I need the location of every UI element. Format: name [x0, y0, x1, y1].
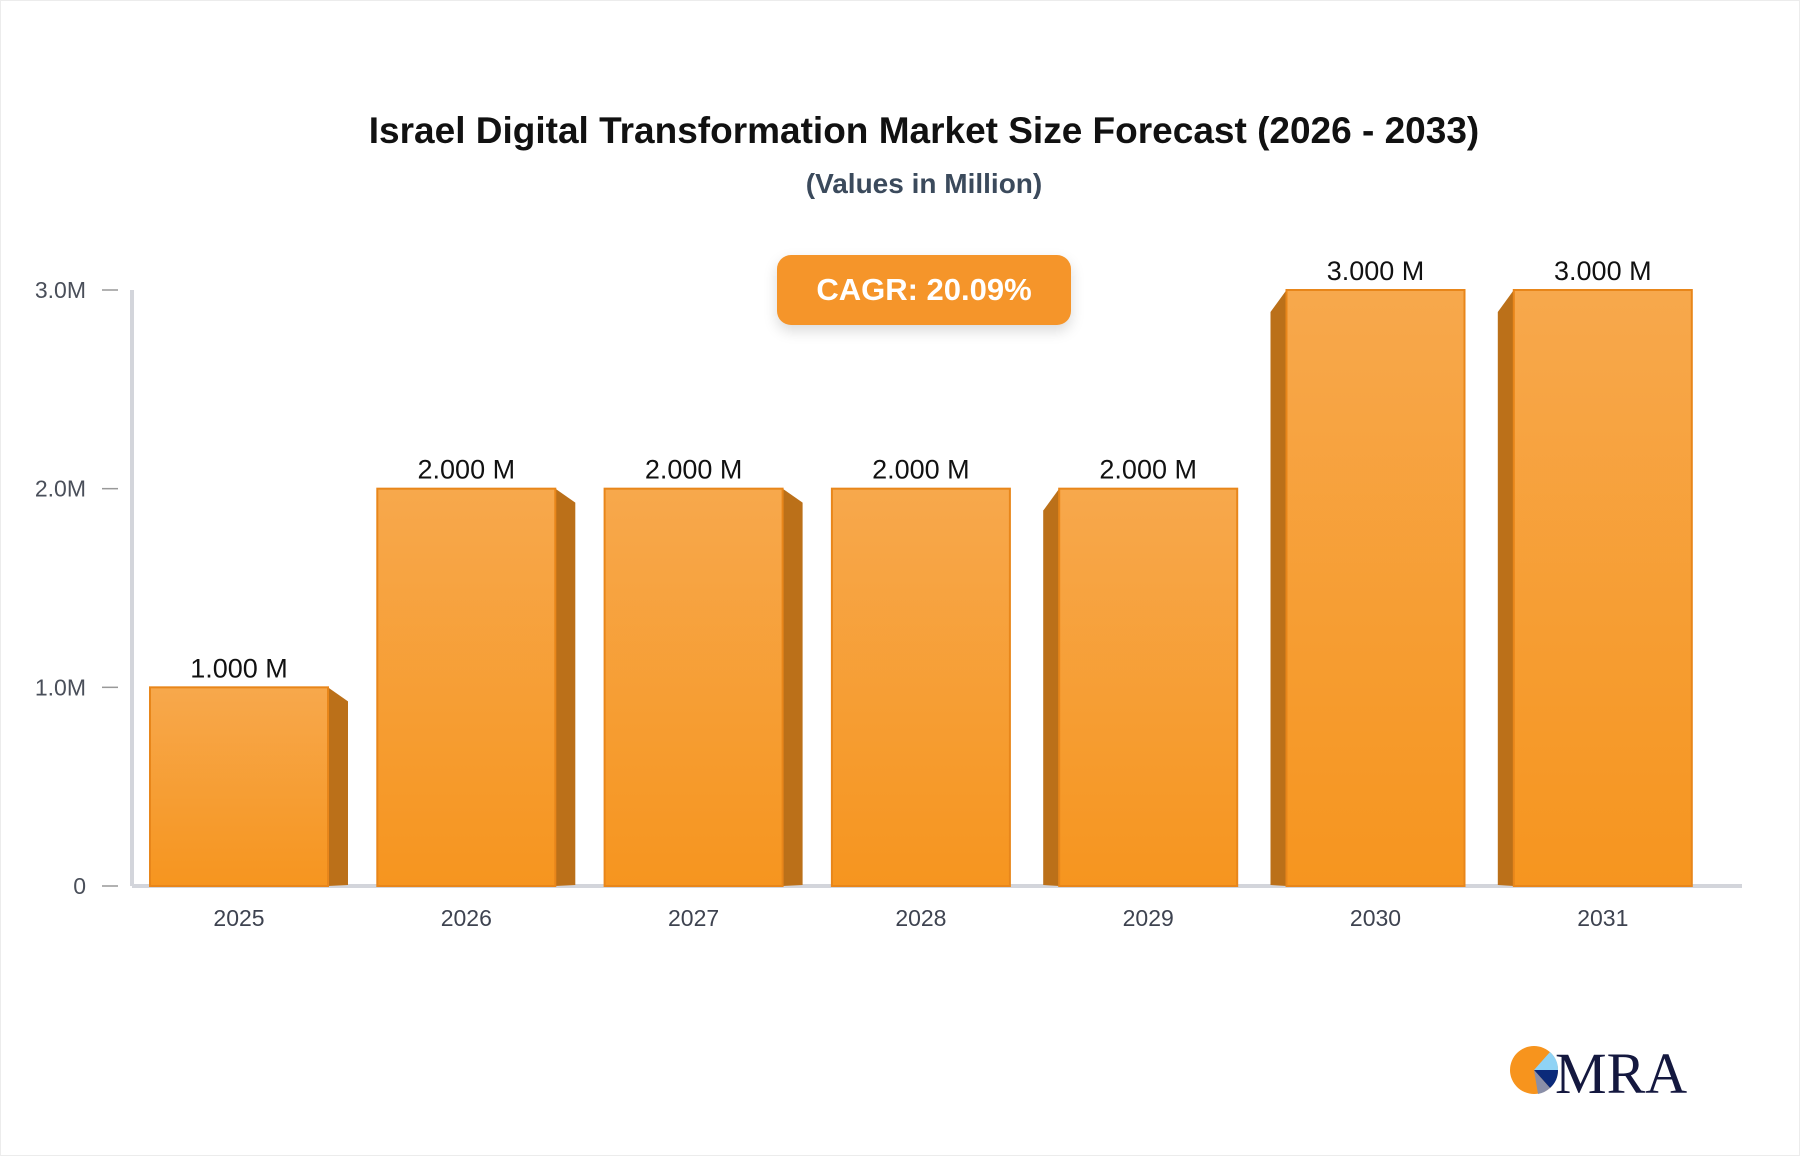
- data-label: 2.000 M: [1099, 455, 1197, 485]
- x-tick-label: 2026: [441, 905, 492, 931]
- x-tick-label: 2030: [1350, 905, 1401, 931]
- bar-side-face: [328, 687, 348, 886]
- bar-side-face: [555, 488, 576, 886]
- bar-side-face: [782, 488, 803, 886]
- bar-2030: [1285, 289, 1466, 887]
- bar-2029: [1058, 487, 1239, 887]
- chart-title: Israel Digital Transformation Market Siz…: [368, 110, 1480, 151]
- chart-subtitle: (Values in Million): [805, 168, 1043, 199]
- logo-text: MRA: [1555, 1041, 1687, 1100]
- data-label: 2.000 M: [872, 455, 970, 485]
- bar-2031: [1512, 289, 1693, 887]
- bar-2028: [830, 487, 1011, 887]
- x-tick-label: 2029: [1123, 905, 1174, 931]
- bar-side-face: [1497, 290, 1514, 886]
- bar-side-face: [1043, 488, 1060, 886]
- x-tick-label: 2028: [895, 905, 946, 931]
- y-tick-label: 1.0M: [35, 674, 86, 700]
- bar-side-face: [1270, 290, 1287, 886]
- data-label: 3.000 M: [1554, 256, 1652, 286]
- x-tick-label: 2031: [1577, 905, 1628, 931]
- x-tick-label: 2025: [213, 905, 264, 931]
- data-label: 2.000 M: [418, 455, 516, 485]
- data-label: 1.000 M: [190, 653, 288, 683]
- data-label: 3.000 M: [1327, 256, 1425, 286]
- mra-logo: MRA: [1505, 1040, 1695, 1100]
- y-tick-label: 2.0M: [35, 476, 86, 502]
- data-label: 2.000 M: [645, 455, 743, 485]
- y-tick-label: 0: [73, 873, 86, 899]
- cagr-badge: CAGR: 20.09%: [777, 255, 1071, 325]
- bar-2025: [149, 686, 329, 887]
- pie-logo-icon: MRA: [1510, 1041, 1687, 1100]
- bar-2027: [603, 487, 784, 887]
- y-tick-label: 3.0M: [35, 277, 86, 303]
- bar-2026: [376, 487, 557, 887]
- x-tick-label: 2027: [668, 905, 719, 931]
